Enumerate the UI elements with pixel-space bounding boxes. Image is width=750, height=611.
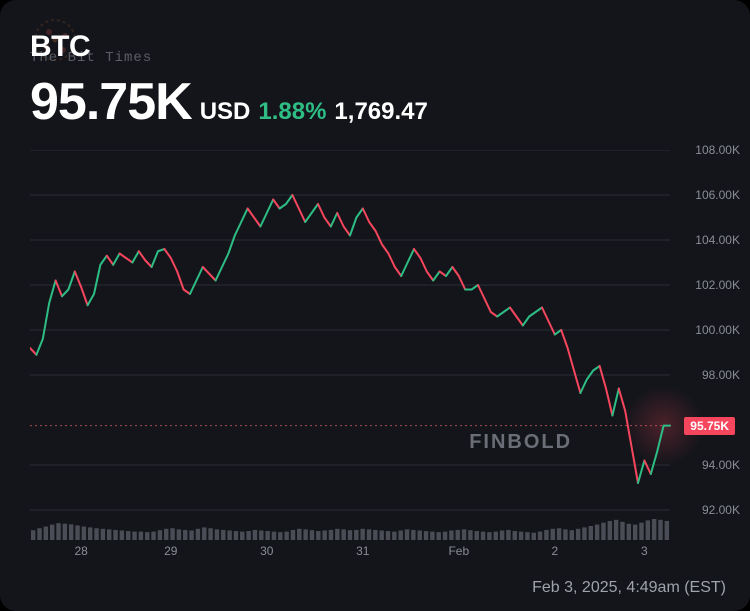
chart-area[interactable]: 108.00K106.00K104.00K102.00K100.00K98.00… — [30, 150, 735, 550]
x-tick-label: 28 — [75, 544, 88, 558]
y-tick-label: 94.00K — [702, 458, 740, 472]
x-tick-label: 31 — [356, 544, 369, 558]
x-tick-label: Feb — [448, 544, 469, 558]
y-tick-label: 92.00K — [702, 503, 740, 517]
y-tick-label: 106.00K — [695, 188, 740, 202]
x-tick-label: 3 — [641, 544, 648, 558]
x-tick-label: 2 — [551, 544, 558, 558]
y-tick-label: 102.00K — [695, 278, 740, 292]
y-tick-label: 98.00K — [702, 368, 740, 382]
price-row: 95.75K USD 1.88% 1,769.47 — [30, 72, 740, 132]
x-tick-label: 29 — [164, 544, 177, 558]
ticker-symbol: BTC — [30, 30, 740, 64]
current-price: 95.75K — [30, 72, 192, 132]
chart-header: BTC 95.75K USD 1.88% 1,769.47 — [30, 30, 740, 132]
y-tick-label: 104.00K — [695, 233, 740, 247]
absolute-change: 1,769.47 — [334, 98, 427, 126]
timestamp: Feb 3, 2025, 4:49am (EST) — [532, 579, 726, 597]
price-chart-svg — [30, 150, 735, 550]
current-price-tag: 95.75K — [684, 417, 735, 435]
x-tick-label: 30 — [260, 544, 273, 558]
brand-watermark: FINBOLD — [469, 431, 572, 454]
percent-change: 1.88% — [258, 98, 326, 126]
y-tick-label: 100.00K — [695, 323, 740, 337]
currency-label: USD — [200, 98, 251, 126]
chart-card: The Bit Times BTC 95.75K USD 1.88% 1,769… — [0, 0, 750, 611]
y-tick-label: 108.00K — [695, 143, 740, 157]
